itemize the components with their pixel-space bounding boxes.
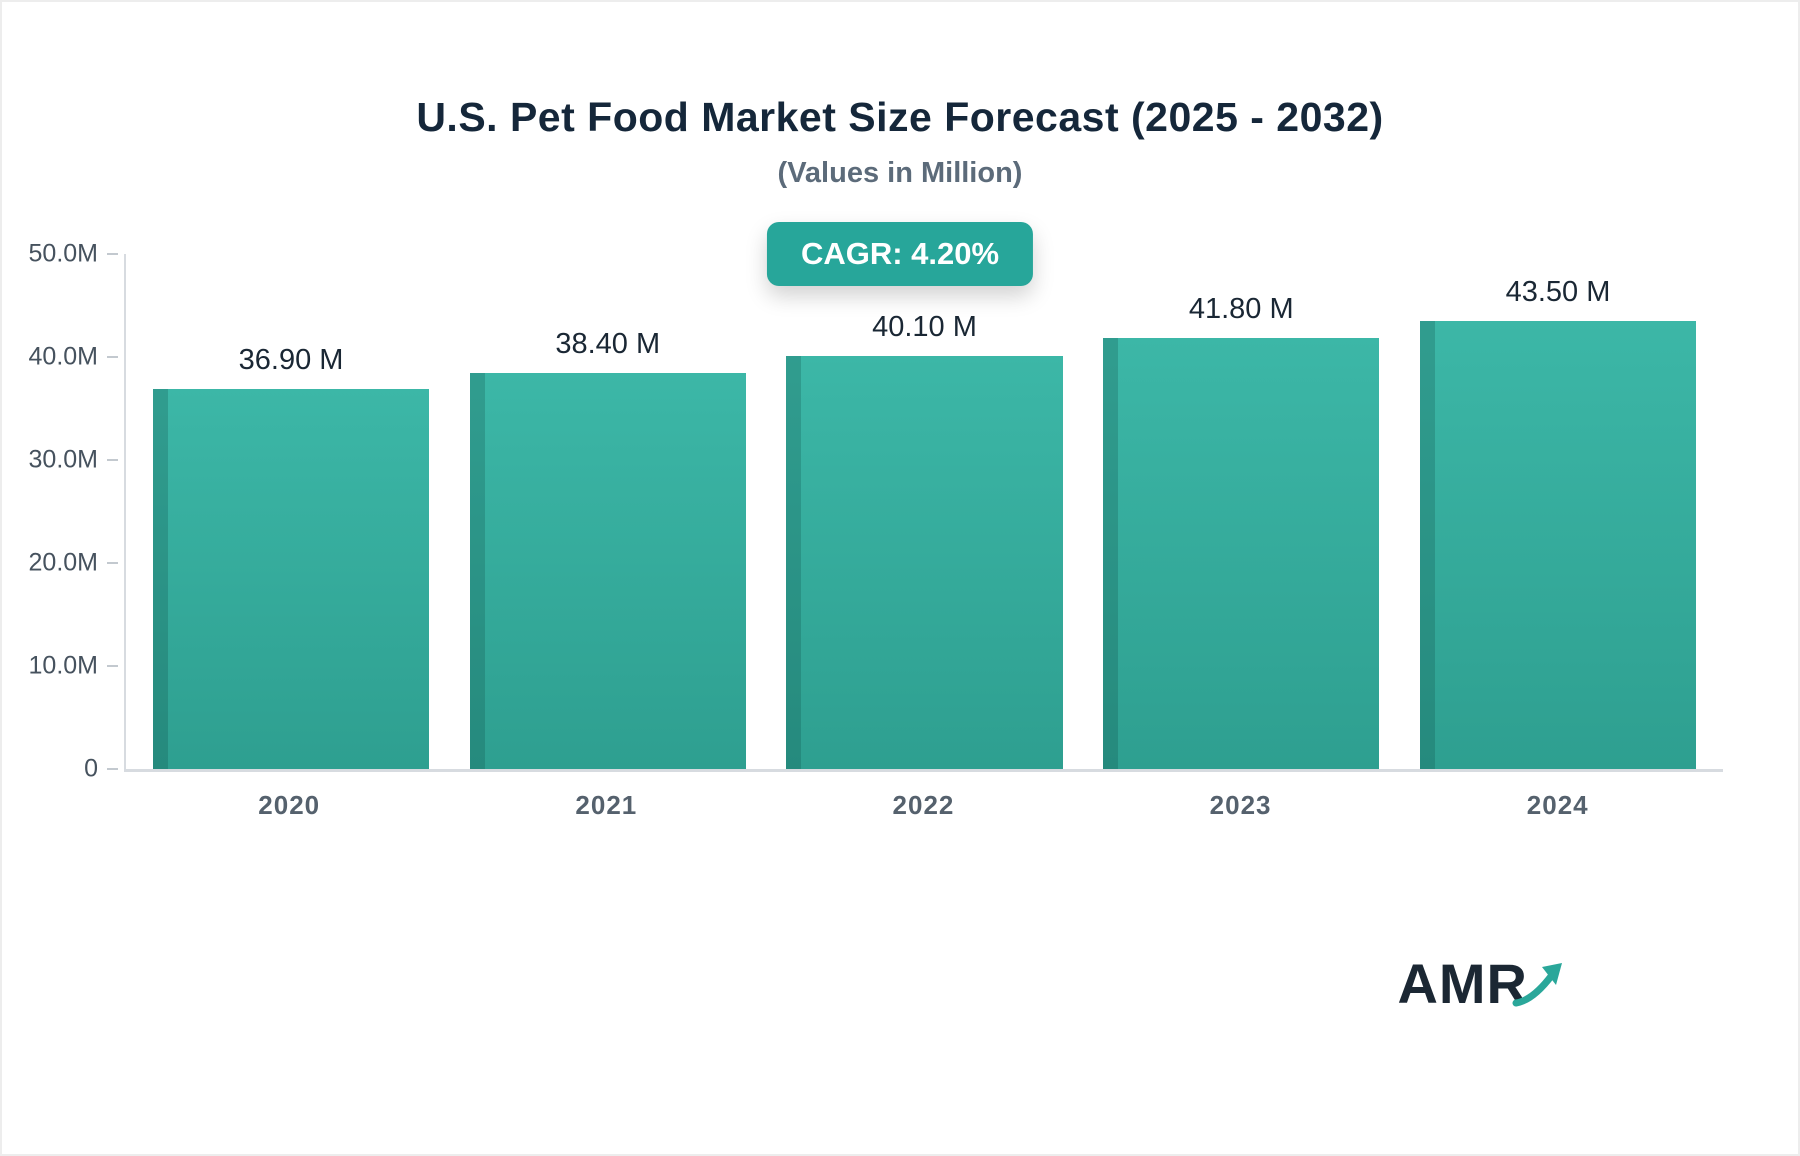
x-axis-label: 2022	[892, 790, 955, 820]
bars-row: 36.90 M 38.40 M 40.10 M 41.80 M 43.50 M	[126, 254, 1723, 770]
y-axis-tick-mark	[107, 253, 118, 255]
y-axis-tick-mark	[107, 562, 118, 564]
y-axis-tick-mark	[107, 459, 118, 461]
bar-group: 43.50 M	[1406, 254, 1709, 770]
bar-group: 38.40 M	[456, 254, 759, 769]
y-axis-tick-label: 10.0M	[28, 651, 98, 680]
y-axis-tick-label: 50.0M	[28, 239, 98, 268]
y-axis-tick-mark	[107, 356, 118, 358]
y-axis-tick-label: 20.0M	[28, 548, 98, 577]
x-axis-label: 2021	[575, 790, 638, 820]
bar-value-label: 36.90 M	[238, 343, 344, 376]
x-axis-labels: 2020 2021 2022 2023 2024	[124, 790, 1723, 821]
x-axis-label: 2023	[1209, 790, 1272, 820]
bar-value-label: 41.80 M	[1188, 293, 1294, 326]
bar-value-label: 40.10 M	[872, 310, 977, 343]
y-axis-tick-mark	[107, 768, 118, 770]
amr-logo-text: AMR	[1397, 952, 1528, 1015]
bar	[1103, 338, 1380, 769]
bar-value-label: 43.50 M	[1505, 275, 1611, 308]
x-axis-label: 2024	[1526, 790, 1589, 820]
y-axis-tick-label: 40.0M	[28, 342, 98, 371]
bar	[469, 373, 746, 769]
bar-value-label: 38.40 M	[555, 328, 661, 361]
y-axis-tick-label: 30.0M	[28, 445, 98, 474]
plot-area: 36.90 M 38.40 M 40.10 M 41.80 M 43.50 M 0 10.…	[29, 240, 1723, 783]
bar-group: 41.80 M	[1090, 254, 1393, 769]
bar	[1419, 320, 1697, 770]
cagr-badge: CAGR: 4.20%	[766, 222, 1034, 286]
bar-group: 40.10 M	[773, 254, 1076, 770]
y-axis-tick-mark	[107, 665, 118, 667]
amr-logo: AMR	[1397, 951, 1566, 1016]
bar	[152, 388, 430, 770]
bar-group: 36.90 M	[139, 254, 442, 770]
growth-arrow-icon	[1512, 962, 1562, 1006]
chart-title: U.S. Pet Food Market Size Forecast (2025…	[416, 94, 1384, 140]
bar	[786, 355, 1063, 770]
chart-subtitle: (Values in Million)	[777, 157, 1023, 189]
x-axis-label: 2020	[258, 790, 321, 820]
y-axis-tick-label: 0	[84, 754, 98, 783]
chart-area: CAGR: 4.20% 36.90 M 38.40 M 40.10 M 41.80 M…	[2, 222, 1798, 821]
